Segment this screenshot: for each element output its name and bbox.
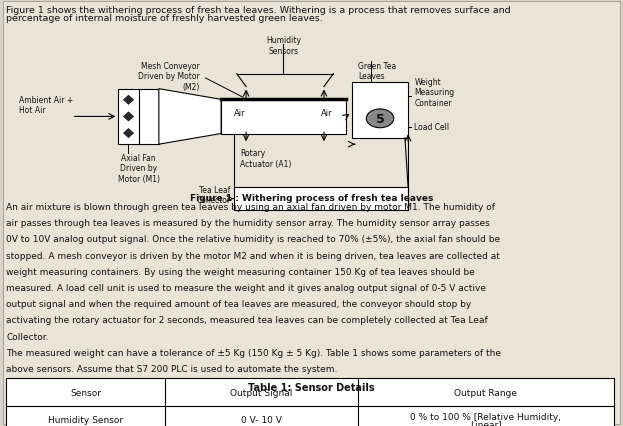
Text: percentage of internal moisture of freshly harvested green leaves.: percentage of internal moisture of fresh… — [6, 14, 323, 23]
Text: Mesh Conveyor
Driven by Motor
(M2): Mesh Conveyor Driven by Motor (M2) — [138, 62, 199, 92]
Text: Output Signal: Output Signal — [231, 388, 293, 397]
Text: Axial Fan
Driven by
Motor (M1): Axial Fan Driven by Motor (M1) — [118, 153, 159, 183]
Polygon shape — [123, 112, 133, 122]
Bar — [118, 89, 159, 145]
Text: 0V to 10V analog output signal. Once the relative humidity is reached to 70% (±5: 0V to 10V analog output signal. Once the… — [6, 235, 500, 244]
Text: Humidity Sensor: Humidity Sensor — [48, 415, 123, 424]
Text: Table 1: Sensor Details: Table 1: Sensor Details — [248, 383, 375, 392]
Text: weight measuring containers. By using the weight measuring container 150 Kg of t: weight measuring containers. By using th… — [6, 267, 475, 276]
Polygon shape — [159, 89, 221, 145]
Text: An air mixture is blown through green tea leaves by using an axial fan driven by: An air mixture is blown through green te… — [6, 202, 495, 211]
Text: Air: Air — [234, 108, 245, 118]
Polygon shape — [123, 96, 133, 105]
Text: 5: 5 — [376, 112, 384, 126]
Text: Rotary
Actuator (A1): Rotary Actuator (A1) — [240, 149, 291, 168]
Polygon shape — [123, 129, 133, 138]
Text: air passes through tea leaves is measured by the humidity sensor array. The humi: air passes through tea leaves is measure… — [6, 219, 490, 227]
Text: Load Cell: Load Cell — [414, 123, 449, 132]
Text: Output Range: Output Range — [454, 388, 518, 397]
Text: output signal and when the required amount of tea leaves are measured, the conve: output signal and when the required amou… — [6, 299, 472, 308]
FancyBboxPatch shape — [3, 2, 620, 424]
Bar — [221, 100, 346, 134]
Text: Figure 1 shows the withering process of fresh tea leaves. Withering is a process: Figure 1 shows the withering process of … — [6, 6, 511, 15]
Text: Collector.: Collector. — [6, 332, 49, 341]
Bar — [352, 83, 408, 138]
Text: Ambient Air +
Hot Air: Ambient Air + Hot Air — [19, 96, 73, 115]
Text: measured. A load cell unit is used to measure the weight and it gives analog out: measured. A load cell unit is used to me… — [6, 283, 486, 292]
Text: Sensor: Sensor — [70, 388, 101, 397]
Text: Weight
Measuring
Container: Weight Measuring Container — [414, 78, 454, 107]
Text: Air: Air — [321, 108, 333, 118]
Text: Humidity
Sensors: Humidity Sensors — [266, 36, 301, 55]
Text: 0 V- 10 V: 0 V- 10 V — [241, 415, 282, 424]
Text: 0 % to 100 % [Relative Humidity,: 0 % to 100 % [Relative Humidity, — [411, 412, 561, 421]
Bar — [6, 378, 614, 426]
Text: above sensors. Assume that S7 200 PLC is used to automate the system.: above sensors. Assume that S7 200 PLC is… — [6, 364, 338, 373]
Text: activating the rotary actuator for 2 seconds, measured tea leaves can be complet: activating the rotary actuator for 2 sec… — [6, 316, 488, 325]
Text: stopped. A mesh conveyor is driven by the motor M2 and when it is being driven, : stopped. A mesh conveyor is driven by th… — [6, 251, 500, 260]
Text: The measured weight can have a tolerance of ±5 Kg (150 Kg ± 5 Kg). Table 1 shows: The measured weight can have a tolerance… — [6, 348, 502, 357]
Text: Figure 1 : Withering process of fresh tea leaves: Figure 1 : Withering process of fresh te… — [190, 194, 433, 203]
Text: Tea Leaf
Collector: Tea Leaf Collector — [196, 185, 231, 204]
Text: Green Tea
Leaves: Green Tea Leaves — [358, 62, 396, 81]
Circle shape — [366, 109, 394, 129]
Bar — [234, 187, 408, 211]
Text: Linear]: Linear] — [470, 419, 502, 426]
